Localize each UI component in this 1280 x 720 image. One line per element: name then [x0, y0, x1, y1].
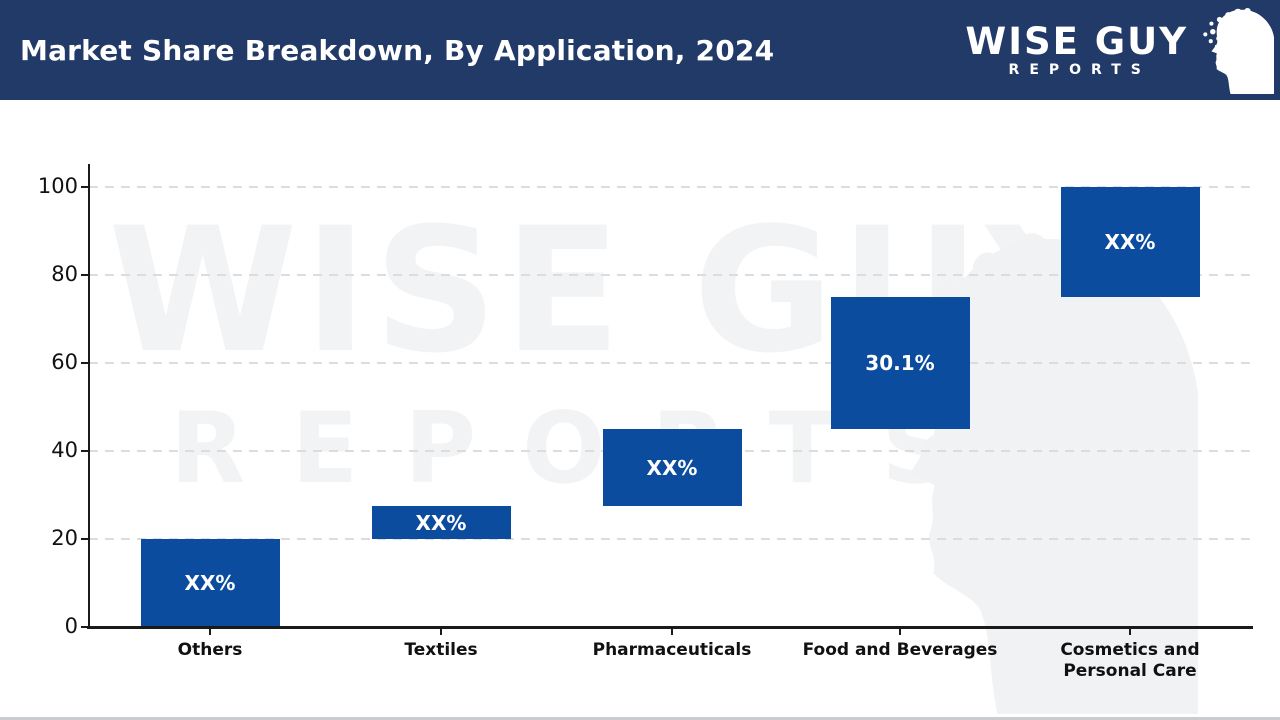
chart-area: WISE GUY REPORTS 0 20 40 60 80 100 XX% Others XX… — [0, 100, 1280, 717]
y-tick-mark — [81, 626, 89, 628]
x-tick-mark — [1129, 627, 1131, 635]
bar-value-label: 30.1% — [865, 351, 935, 376]
y-tick-label: 80 — [51, 262, 78, 286]
gridline — [89, 538, 1253, 540]
y-tick-mark — [81, 538, 89, 540]
y-tick-label: 60 — [51, 350, 78, 374]
x-tick-mark — [209, 627, 211, 635]
bar-value-label: XX% — [1104, 230, 1156, 254]
bar-value-label: XX% — [184, 571, 236, 595]
y-tick-label: 20 — [51, 526, 78, 550]
bar-value-label: XX% — [646, 455, 698, 480]
brand-subtext: REPORTS — [1008, 62, 1151, 78]
bar: XX% — [371, 506, 511, 539]
gridline — [89, 274, 1253, 276]
gridline — [89, 362, 1253, 364]
x-category-label: Food and Beverages — [802, 640, 998, 660]
x-tick-mark — [671, 627, 673, 635]
x-category-label: Others — [177, 640, 243, 660]
y-tick-mark — [81, 450, 89, 452]
y-tick-label: 100 — [37, 174, 78, 198]
y-tick-label: 40 — [51, 438, 78, 462]
brand-wordmark: WISE GUY — [965, 20, 1188, 63]
bar: XX% — [140, 539, 280, 627]
brand-logo: WISE GUY REPORTS — [965, 6, 1280, 94]
brand-logo-text: WISE GUY REPORTS — [965, 23, 1188, 77]
bar: 30.1% — [830, 297, 970, 430]
x-tick-mark — [440, 627, 442, 635]
y-tick-mark — [81, 362, 89, 364]
y-axis-line — [88, 164, 90, 629]
x-category-label: Textiles — [404, 640, 478, 660]
x-axis-line — [87, 626, 1253, 629]
page-title: Market Share Breakdown, By Application, … — [20, 33, 775, 67]
y-tick-label: 0 — [64, 614, 78, 638]
bottom-divider — [0, 717, 1280, 720]
y-tick-mark — [81, 186, 89, 188]
y-tick-mark — [81, 274, 89, 276]
bar: XX% — [602, 429, 742, 506]
gridline — [89, 186, 1253, 188]
x-category-label: Cosmetics and Personal Care — [1060, 640, 1200, 682]
bar: XX% — [1060, 187, 1200, 297]
header: Market Share Breakdown, By Application, … — [0, 0, 1280, 100]
x-category-label: Pharmaceuticals — [592, 640, 752, 660]
bar-value-label: XX% — [415, 510, 467, 535]
x-tick-mark — [899, 627, 901, 635]
